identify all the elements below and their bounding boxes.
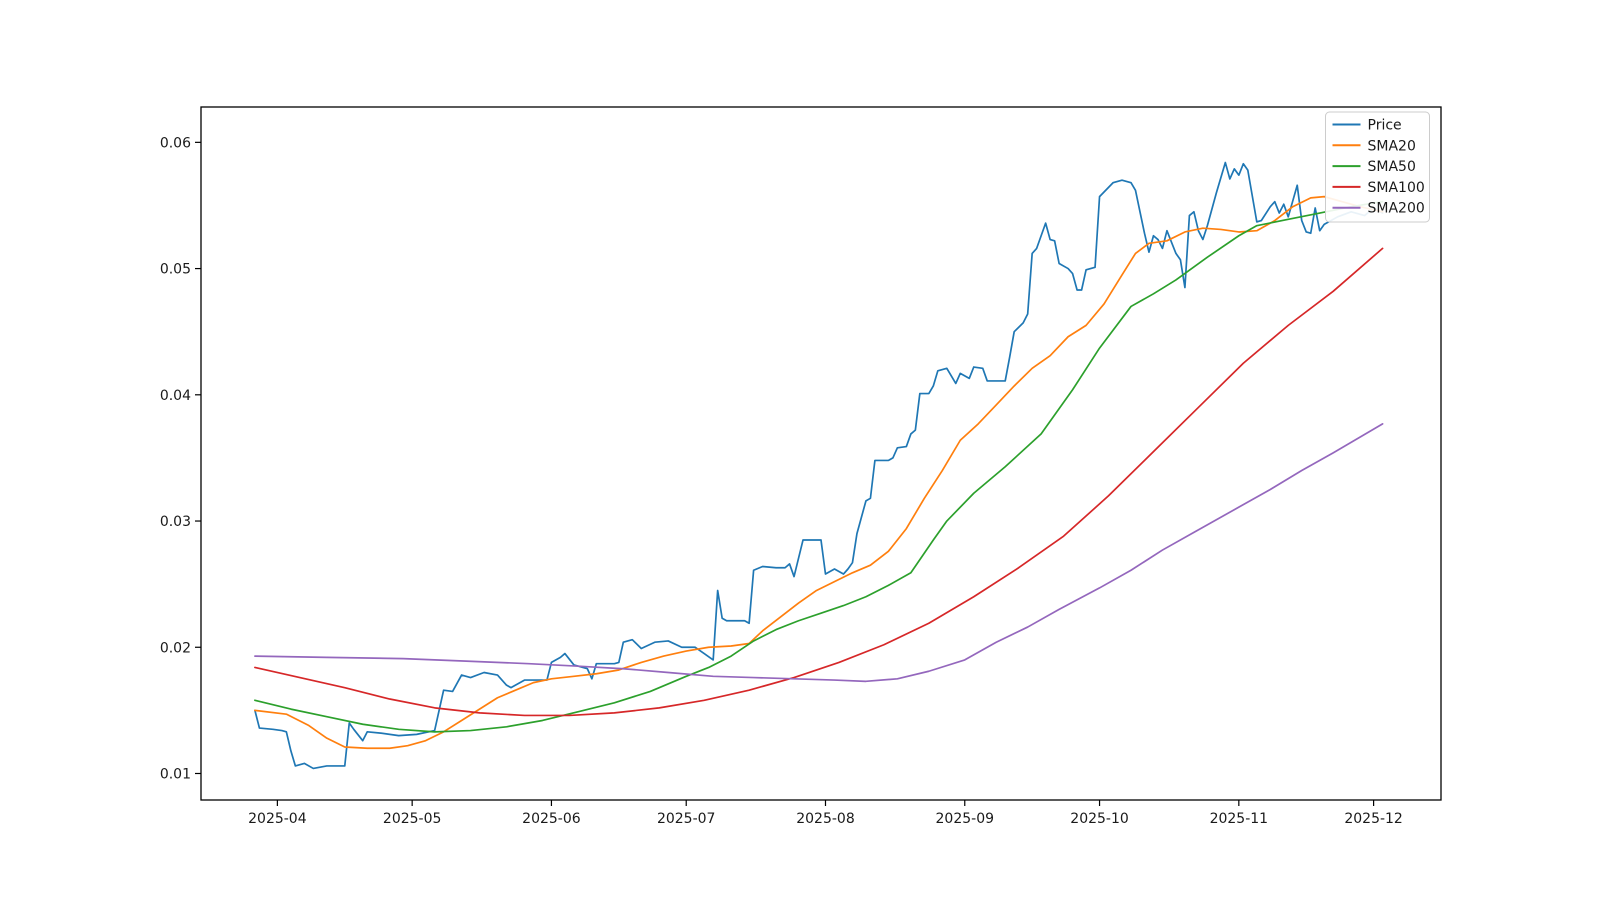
x-tick-label: 2025-08: [796, 811, 855, 827]
y-tick-label: 0.01: [160, 766, 191, 782]
x-tick-label: 2025-04: [248, 811, 307, 827]
legend-label-sma20: SMA20: [1368, 138, 1416, 154]
legend: Price SMA20 SMA50 SMA100 SMA200: [1325, 111, 1430, 223]
y-tick-label: 0.02: [160, 640, 191, 656]
series-line-price: [254, 161, 1384, 770]
x-tick-label: 2025-06: [522, 811, 581, 827]
x-tick-label: 2025-10: [1070, 811, 1129, 827]
legend-label-price: Price: [1368, 118, 1402, 134]
legend-label-sma200: SMA200: [1368, 201, 1425, 217]
y-tick-label: 0.06: [160, 135, 191, 151]
series-line-sma200: [254, 422, 1384, 683]
legend-label-sma50: SMA50: [1368, 159, 1416, 175]
series-line-sma50: [254, 200, 1384, 733]
y-tick-label: 0.05: [160, 262, 191, 278]
x-tick-label: 2025-09: [936, 811, 995, 827]
x-tick-label: 2025-11: [1210, 811, 1269, 827]
x-tick-label: 2025-12: [1344, 811, 1403, 827]
x-tick-label: 2025-05: [383, 811, 442, 827]
plot-frame: [200, 106, 1442, 801]
legend-label-sma100: SMA100: [1368, 180, 1425, 196]
plot-area: [201, 107, 1441, 800]
y-tick-label: 0.04: [160, 388, 191, 404]
series-line-sma100: [254, 247, 1384, 717]
x-tick-label: 2025-07: [657, 811, 716, 827]
legend-frame: [1325, 111, 1430, 223]
y-tick-label: 0.03: [160, 514, 191, 530]
series-line-sma20: [254, 195, 1384, 750]
